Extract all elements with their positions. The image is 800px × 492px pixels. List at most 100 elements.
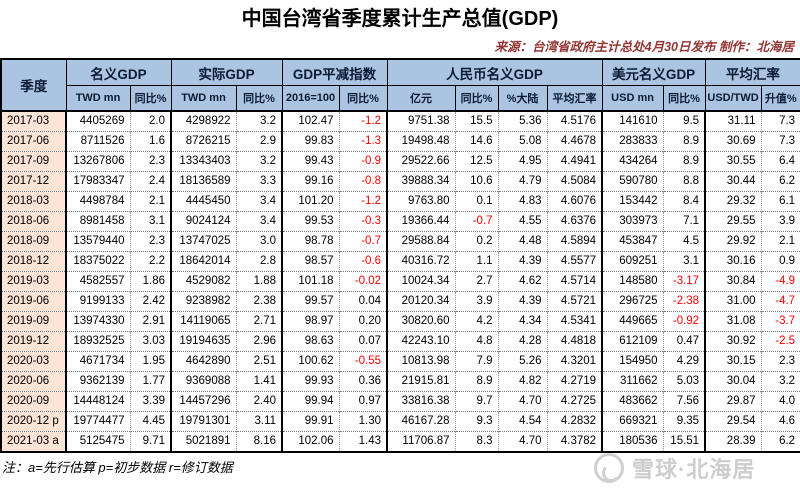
cell-value: 31.08: [704, 311, 762, 332]
cell-value: 4.34: [497, 311, 548, 332]
cell-value: 99.53: [281, 211, 340, 232]
cell-value: 2.9: [235, 131, 283, 152]
cell-value: 29.87: [704, 391, 762, 412]
cell-value: 1.41: [235, 371, 283, 392]
cell-value: 4.28: [497, 331, 548, 352]
cell-value: 30.92: [704, 331, 762, 352]
cell-value: 8711526: [65, 131, 130, 152]
col-group-gdp-deflator: GDP平减指数: [281, 58, 388, 86]
cell-value: 2.38: [235, 291, 283, 312]
cell-value: 4.82: [497, 371, 548, 392]
cell-value: 180536: [601, 431, 664, 452]
cell-value: 101.20: [281, 191, 340, 212]
cell-value: 8726215: [170, 131, 237, 152]
cell-value: 9.3: [454, 411, 499, 432]
cell-value: 6.1: [760, 191, 800, 212]
cell-value: 5.26: [497, 351, 548, 372]
page-title: 中国台湾省季度累计生产总值(GDP): [241, 8, 559, 30]
cell-quarter: 2020-06: [1, 371, 67, 392]
cell-value: 98.97: [281, 311, 340, 332]
cell-value: 4.4941: [546, 151, 603, 172]
cell-value: 9763.80: [386, 191, 456, 212]
cell-value: 3.2: [760, 371, 800, 392]
col-group-rmb-nominal-gdp: 人民币名义GDP: [386, 58, 603, 86]
table-body: 2017-03 4405269 2.0 4298922 3.2 102.47 -1.2 975…: [1, 110, 800, 452]
cell-value: 141610: [601, 110, 664, 132]
cell-value: 4.79: [497, 171, 548, 192]
cell-value: 98.57: [281, 251, 340, 272]
cell-value: 2.4: [129, 171, 172, 192]
cell-value: 10813.98: [386, 351, 456, 372]
cell-value: 4.48: [497, 231, 548, 252]
cell-value: 7.56: [662, 391, 706, 412]
cell-value: 3.1: [129, 211, 172, 232]
cell-quarter: 2019-09: [1, 311, 67, 332]
cell-value: 453847: [601, 231, 664, 252]
cell-value: 19194635: [170, 331, 237, 352]
cell-value: 4.2832: [546, 411, 603, 432]
xueqiu-logo-icon: [594, 453, 624, 483]
cell-value: 8.9: [454, 371, 499, 392]
cell-value: 4.5341: [546, 311, 603, 332]
cell-value: 4.62: [497, 271, 548, 292]
cell-value: 4.70: [497, 431, 548, 452]
cell-value: 5.08: [497, 131, 548, 152]
cell-value: 4.5176: [546, 110, 603, 132]
cell-value: 4.2: [454, 311, 499, 332]
cell-value: 9.7: [454, 391, 499, 412]
cell-value: -3.17: [662, 271, 706, 292]
cell-value: 609251: [601, 251, 664, 272]
cell-value: 99.43: [281, 151, 340, 172]
cell-value: 20120.34: [386, 291, 456, 312]
cell-value: 1.1: [454, 251, 499, 272]
cell-quarter: 2019-06: [1, 291, 67, 312]
col-header-quarter: 季度: [0, 58, 67, 112]
cell-value: 19774477: [65, 411, 130, 432]
cell-value: 8.4: [662, 191, 706, 212]
table-header-sub: TWD mn 同比% TWD mn 同比% 2016=100 同比% 亿元 同比…: [1, 85, 800, 112]
cell-value: 2.8: [235, 251, 283, 272]
cell-value: 4298922: [170, 110, 237, 132]
cell-value: 2.71: [235, 311, 283, 332]
subcol-deflator-yoy: 同比%: [338, 85, 388, 112]
cell-value: 4642890: [170, 351, 237, 372]
cell-value: 4.39: [497, 291, 548, 312]
cell-value: 31.11: [704, 110, 762, 132]
cell-value: 3.11: [235, 411, 283, 432]
cell-value: 4.29: [662, 351, 706, 372]
cell-value: 4.5894: [546, 231, 603, 252]
cell-value: 9238982: [170, 291, 237, 312]
subcol-appreciation: 升值%: [760, 85, 800, 112]
cell-value: 15.5: [454, 110, 499, 132]
cell-value: 3.4: [235, 191, 283, 212]
cell-value: -1.3: [338, 131, 388, 152]
cell-value: 5.03: [662, 371, 706, 392]
cell-value: 10024.34: [386, 271, 456, 292]
cell-value: 18375022: [65, 251, 130, 272]
table-row: 2018-06 8981458 3.1 9024124 3.4 99.53 -0.3 1936…: [1, 211, 800, 232]
cell-quarter: 2020-09: [1, 391, 67, 412]
cell-value: 9.35: [662, 411, 706, 432]
watermark-text: 雪球·北海居: [632, 457, 756, 482]
cell-quarter: 2017-09: [1, 151, 67, 172]
cell-value: 303973: [601, 211, 664, 232]
cell-value: 148580: [601, 271, 664, 292]
cell-value: 4.4678: [546, 131, 603, 152]
cell-value: 101.18: [281, 271, 340, 292]
cell-value: 2.91: [129, 311, 172, 332]
cell-value: 2.3: [129, 151, 172, 172]
cell-value: 14457296: [170, 391, 237, 412]
cell-value: 12.5: [454, 151, 499, 172]
cell-value: 8.16: [235, 431, 283, 452]
table-row: 2019-03 4582557 1.86 4529082 1.88 101.18 -0.02…: [1, 271, 800, 292]
cell-value: 296725: [601, 291, 664, 312]
subcol-pct-mainland: %大陆: [497, 85, 548, 112]
cell-value: 33816.38: [386, 391, 456, 412]
col-group-real-gdp: 实际GDP: [170, 58, 283, 86]
cell-value: 5.36: [497, 110, 548, 132]
cell-value: 2.3: [129, 231, 172, 252]
subcol-nominal-twd: TWD mn: [65, 85, 131, 112]
table-row: 2020-12 p 19774477 4.45 19791301 3.11 99.91 1.…: [1, 411, 800, 432]
table-header: 季度 名义GDP 实际GDP GDP平减指数 人民币名义GDP 美元名义GDP …: [0, 58, 800, 112]
